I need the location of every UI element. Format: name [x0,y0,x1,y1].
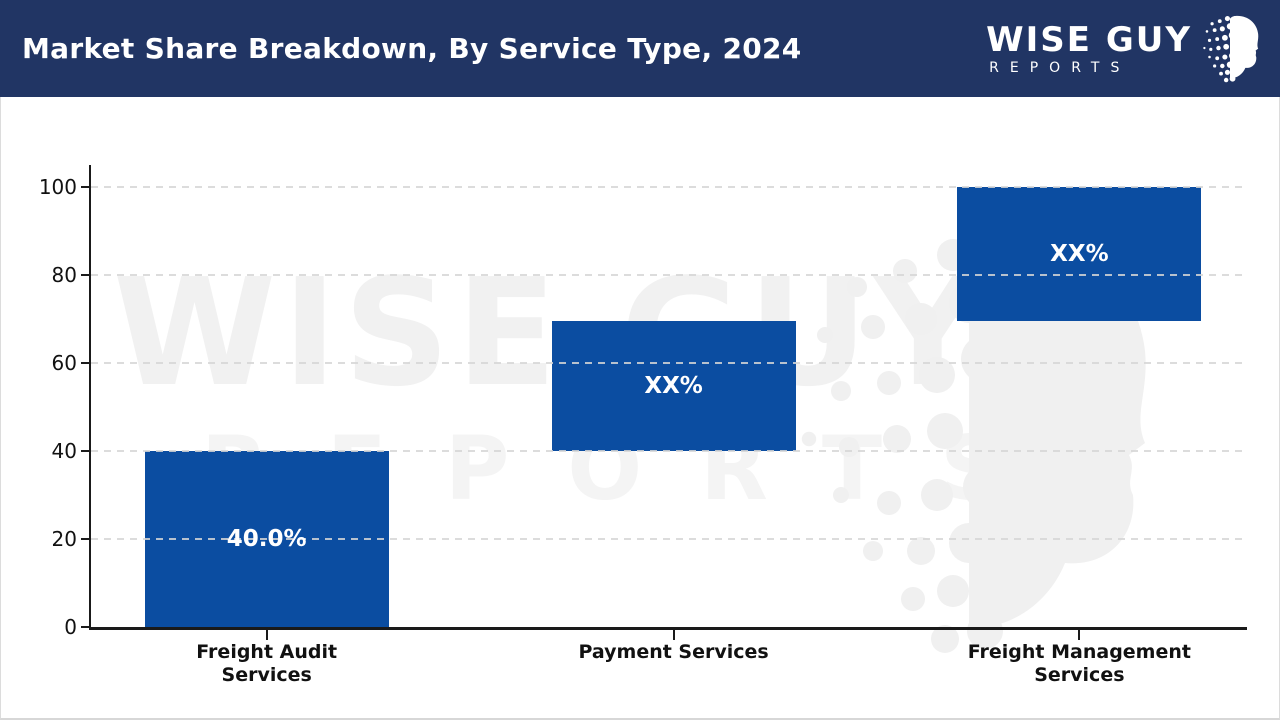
x-axis-tick-mark [672,630,675,640]
header-bar: Market Share Breakdown, By Service Type,… [0,0,1280,97]
logo-sub-text: REPORTS [989,59,1131,76]
chart-body: WISE GUY REPORTS 0 20 40 60 80 100 40.0% Freigh… [0,97,1280,720]
x-axis-tick-mark [265,630,268,640]
y-axis-tick-label: 100 [38,175,77,199]
logo-text: WISE GUY REPORTS [986,22,1192,76]
y-axis-tick-mark [81,362,89,364]
bar-value-label: XX% [1050,241,1109,268]
y-axis-tick-label: 20 [51,527,77,551]
x-axis-label: Freight Audit Services [196,641,338,686]
wise-guy-logo: WISE GUY REPORTS [986,12,1262,86]
y-axis-tick-label: 0 [64,615,77,639]
gridline [91,538,1247,540]
y-axis-tick-label: 60 [51,351,77,375]
y-axis-tick-mark [81,538,89,540]
plot-area: 0 20 40 60 80 100 40.0% Freight Audit Services X… [39,165,1247,686]
y-axis-tick-label: 80 [51,263,77,287]
bar-segment [551,321,796,451]
x-axis-label: Payment Services [578,641,769,663]
y-axis-tick-mark [81,186,89,188]
gridline [91,450,1247,452]
y-axis-tick-label: 40 [51,439,77,463]
x-axis-tick-mark [1078,630,1081,640]
gridline [91,362,1247,364]
logo-brand-text: WISE GUY [986,19,1192,60]
bar-value-label: 40.0% [226,526,307,552]
dotted-head-profile-icon [1203,15,1259,82]
page-title: Market Share Breakdown, By Service Type,… [22,32,802,65]
x-axis-label: Freight Management Services [967,641,1191,686]
bar-value-label: XX% [644,373,703,400]
bar-segment [957,187,1202,322]
y-axis-tick-mark [81,626,89,628]
y-axis-tick-mark [81,274,89,276]
gridline [91,186,1247,188]
y-axis-tick-mark [81,450,89,452]
gridline [91,274,1247,276]
